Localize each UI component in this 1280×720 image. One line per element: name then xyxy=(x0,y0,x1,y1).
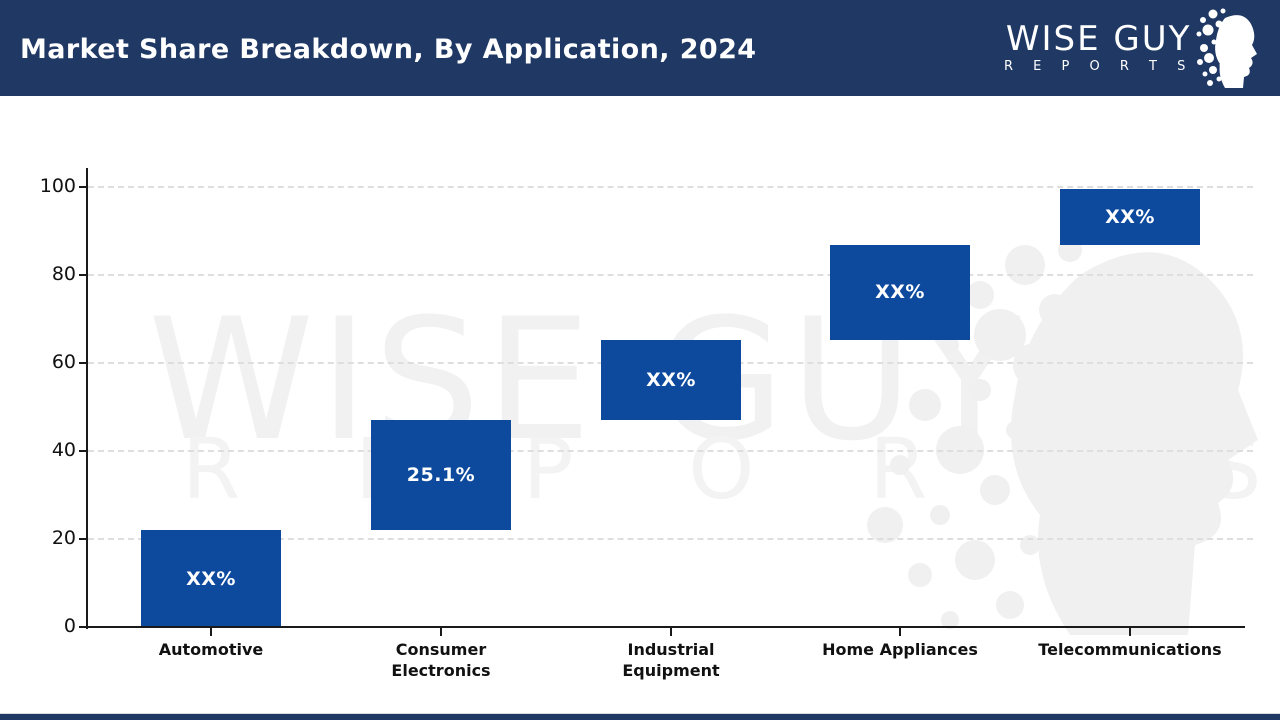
bar-value-label-consumer-electronics: 25.1% xyxy=(406,463,476,486)
x-category-label-automotive: Automotive xyxy=(91,640,331,661)
y-tick-0 xyxy=(79,626,88,628)
y-axis-line xyxy=(86,168,88,629)
x-category-label-line: Automotive xyxy=(158,640,264,659)
x-tick-consumer-electronics xyxy=(440,627,442,636)
y-tick-20 xyxy=(79,538,88,540)
x-category-label-line: Industrial xyxy=(627,640,715,659)
x-category-label-telecommunications: Telecommunications xyxy=(1010,640,1250,661)
y-tick-60 xyxy=(79,362,88,364)
y-tick-label-100: 100 xyxy=(39,175,76,197)
chart-title: Market Share Breakdown, By Application, … xyxy=(20,34,757,65)
logo-wiseguy-label: WISE GUY xyxy=(1005,19,1192,60)
wise-guy-reports-logo: WISE GUY R E P O R T S xyxy=(1004,6,1266,90)
y-tick-100 xyxy=(79,186,88,188)
x-category-label-industrial-equipment: Industrial Equipment xyxy=(551,640,791,682)
y-tick-label-40: 40 xyxy=(51,439,76,461)
y-tick-80 xyxy=(79,274,88,276)
y-tick-label-60: 60 xyxy=(51,351,76,373)
gridline-40 xyxy=(88,450,1253,452)
x-category-label-line: Home Appliances xyxy=(822,640,978,659)
bar-value-label-industrial-equipment: XX% xyxy=(646,368,696,391)
x-category-label-consumer-electronics: Consumer Electronics xyxy=(321,640,561,682)
bar-automotive: XX% xyxy=(141,530,281,627)
bar-industrial-equipment: XX% xyxy=(601,339,741,420)
x-tick-telecommunications xyxy=(1129,627,1131,636)
x-category-label-line: Consumer xyxy=(395,640,487,659)
logo-reports-label: R E P O R T S xyxy=(1004,58,1194,74)
bar-value-label-telecommunications: XX% xyxy=(1105,205,1155,228)
y-tick-label-80: 80 xyxy=(51,263,76,285)
bar-value-label-home-appliances: XX% xyxy=(875,281,925,304)
y-tick-40 xyxy=(79,450,88,452)
gridline-20 xyxy=(88,538,1253,540)
footer-divider xyxy=(0,713,1280,714)
x-category-label-line: Electronics xyxy=(391,660,491,680)
x-axis-line xyxy=(86,626,1245,628)
bar-consumer-electronics: 25.1% xyxy=(371,419,511,531)
logo-text: WISE GUY R E P O R T S xyxy=(1004,19,1194,74)
x-tick-industrial-equipment xyxy=(670,627,672,636)
x-category-label-line: Equipment xyxy=(622,660,720,680)
x-tick-automotive xyxy=(210,627,212,636)
bar-home-appliances: XX% xyxy=(830,244,970,340)
y-tick-label-0: 0 xyxy=(63,615,76,637)
gridline-80 xyxy=(88,274,1253,276)
y-tick-label-20: 20 xyxy=(51,527,76,549)
bar-value-label-automotive: XX% xyxy=(186,567,236,590)
footer-bar xyxy=(0,714,1280,720)
gridline-100 xyxy=(88,186,1253,188)
bar-telecommunications: XX% xyxy=(1060,188,1200,245)
header-bar: Market Share Breakdown, By Application, … xyxy=(0,0,1280,96)
x-category-label-home-appliances: Home Appliances xyxy=(780,640,1020,661)
logo-dotted-head-icon xyxy=(1196,8,1258,88)
x-tick-home-appliances xyxy=(899,627,901,636)
x-category-label-line: Telecommunications xyxy=(1038,640,1222,659)
